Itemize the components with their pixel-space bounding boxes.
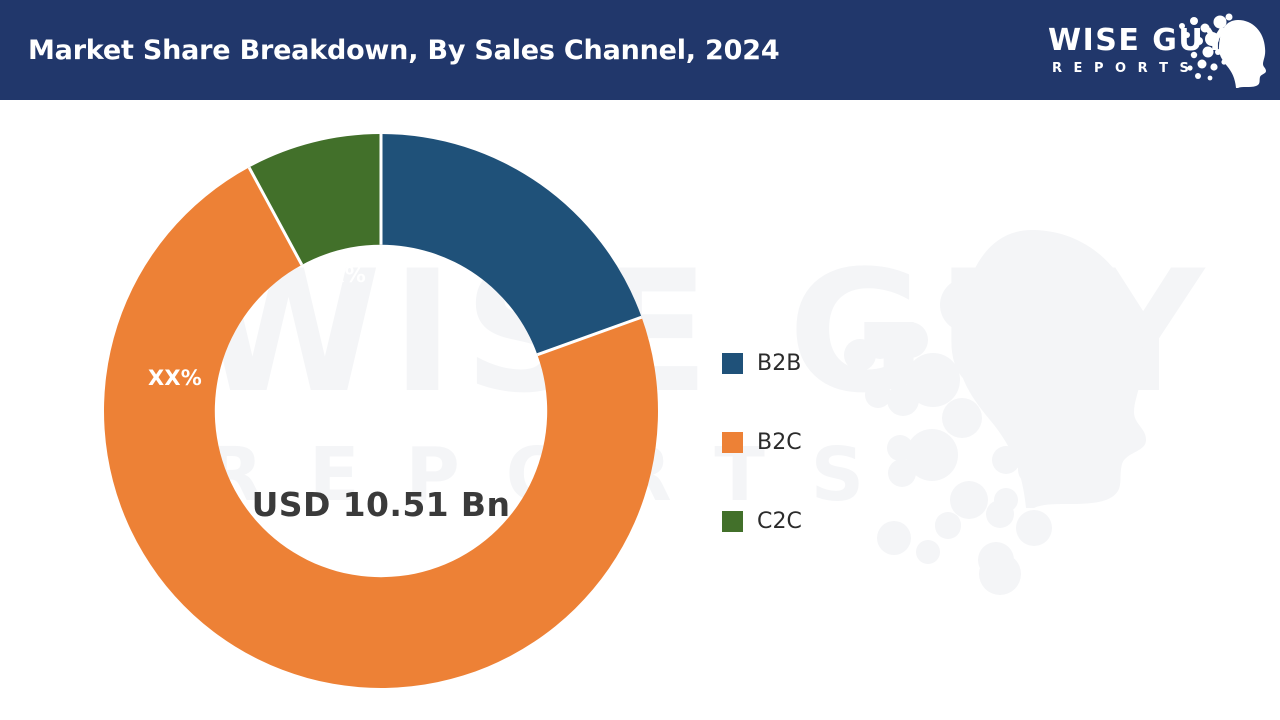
legend-swatch-b2c [722,431,743,453]
page-title: Market Share Breakdown, By Sales Channel… [28,34,780,66]
slice-b2b[interactable] [381,134,642,355]
donut-center-value: USD 10.51 Bn [251,485,511,524]
slice-b2c[interactable] [103,167,658,688]
slice-label-c2c: XX% [312,263,367,287]
logo-head-profile-icon [1179,13,1266,88]
wise-guy-reports-logo: WISE GUY R E P O R T S [1042,8,1272,92]
slice-c2c[interactable] [249,134,381,265]
slice-label-b2b: XX% [148,366,203,390]
legend-item-b2c[interactable]: B2C [722,429,802,455]
chart-legend: B2B B2C C2C [722,350,803,534]
slice-separators [247,134,643,357]
legend-label-b2b: B2B [757,350,802,376]
legend-swatch-b2b [722,352,743,374]
logo-svg: WISE GUY R E P O R T S [1048,13,1266,88]
logo-wordmark-secondary: R E P O R T S [1052,61,1192,76]
donut-chart [103,134,658,688]
legend-item-b2b[interactable]: B2B [722,350,802,376]
legend-label-c2c: C2C [757,508,803,534]
legend-swatch-c2c [722,510,743,532]
legend-label-b2c: B2C [757,429,802,455]
header-bar: Market Share Breakdown, By Sales Channel… [0,0,1280,100]
slice-label-b2c: 72.6% [518,652,592,676]
legend-item-c2c[interactable]: C2C [722,508,803,534]
